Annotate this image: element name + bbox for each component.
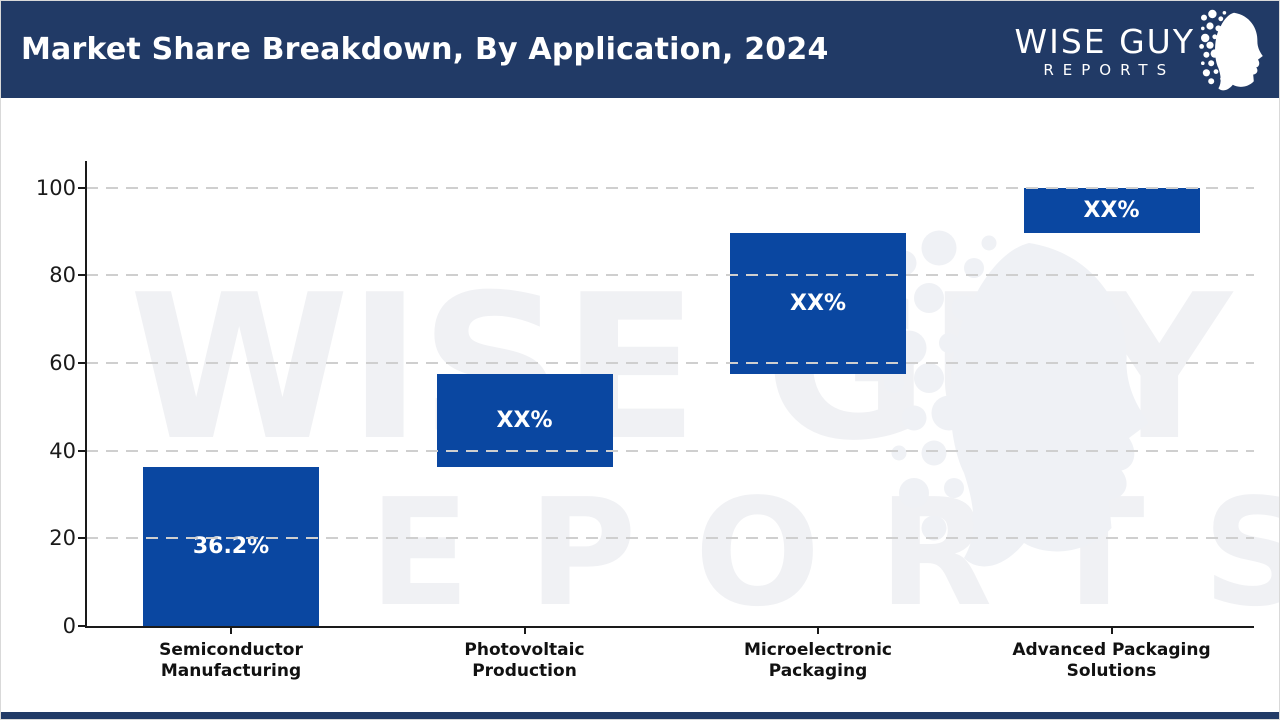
y-axis-tick-label: 40 (49, 438, 76, 463)
header-band: Market Share Breakdown, By Application, … (1, 1, 1279, 98)
y-axis-tickmark (78, 361, 86, 364)
y-axis-tickmark (78, 186, 86, 189)
logo-subtext: REPORTS (1043, 61, 1176, 79)
y-axis-tick-label: 80 (49, 263, 76, 288)
x-axis-category-label: Microelectronic Packaging (743, 640, 893, 681)
y-axis-tickmark (78, 537, 86, 540)
y-axis-tick-label: 0 (62, 614, 76, 638)
bar-segment: 36.2% (143, 467, 319, 626)
x-axis-category-label: Advanced Packaging Solutions (1012, 640, 1211, 681)
logo-wordmark: WISE GUY (1014, 22, 1195, 61)
x-axis-category-label: Photovoltaic Production (464, 640, 585, 681)
gridline-y20 (86, 537, 1254, 540)
footer-band (1, 712, 1279, 719)
y-axis-tick-label: 100 (35, 175, 76, 200)
x-axis-category-label: Semiconductor Manufacturing (159, 640, 303, 681)
x-axis-tickmark (1110, 626, 1113, 634)
gridline-y60 (86, 361, 1254, 364)
y-axis-tickmark (78, 625, 86, 627)
y-axis-tickmark (78, 274, 86, 277)
y-axis-line (85, 161, 87, 628)
x-axis-tickmark (230, 626, 232, 634)
gridline-y100 (86, 186, 1254, 189)
brand-logo: WISE GUY REPORTS (1014, 7, 1271, 93)
y-axis-tick-label: 60 (49, 350, 76, 375)
x-axis-tickmark (817, 626, 819, 634)
y-axis-tickmark (78, 449, 86, 452)
bar-value-label: XX% (790, 290, 846, 316)
x-axis-line (85, 626, 1254, 628)
bar-value-label: XX% (1083, 197, 1140, 223)
wiseguy-head-icon (1199, 9, 1263, 91)
bar-segment: XX% (436, 373, 613, 468)
chart-title: Market Share Breakdown, By Application, … (21, 32, 829, 67)
gridline-y40 (86, 449, 1254, 452)
x-axis-tickmark (523, 626, 526, 634)
bar-value-label: XX% (496, 408, 553, 434)
bar-segment: XX% (1023, 187, 1200, 233)
y-axis-tick-label: 20 (49, 526, 76, 551)
gridline-y80 (86, 274, 1254, 277)
watermark-head-icon (884, 230, 1149, 567)
bar-segment: XX% (730, 232, 906, 374)
